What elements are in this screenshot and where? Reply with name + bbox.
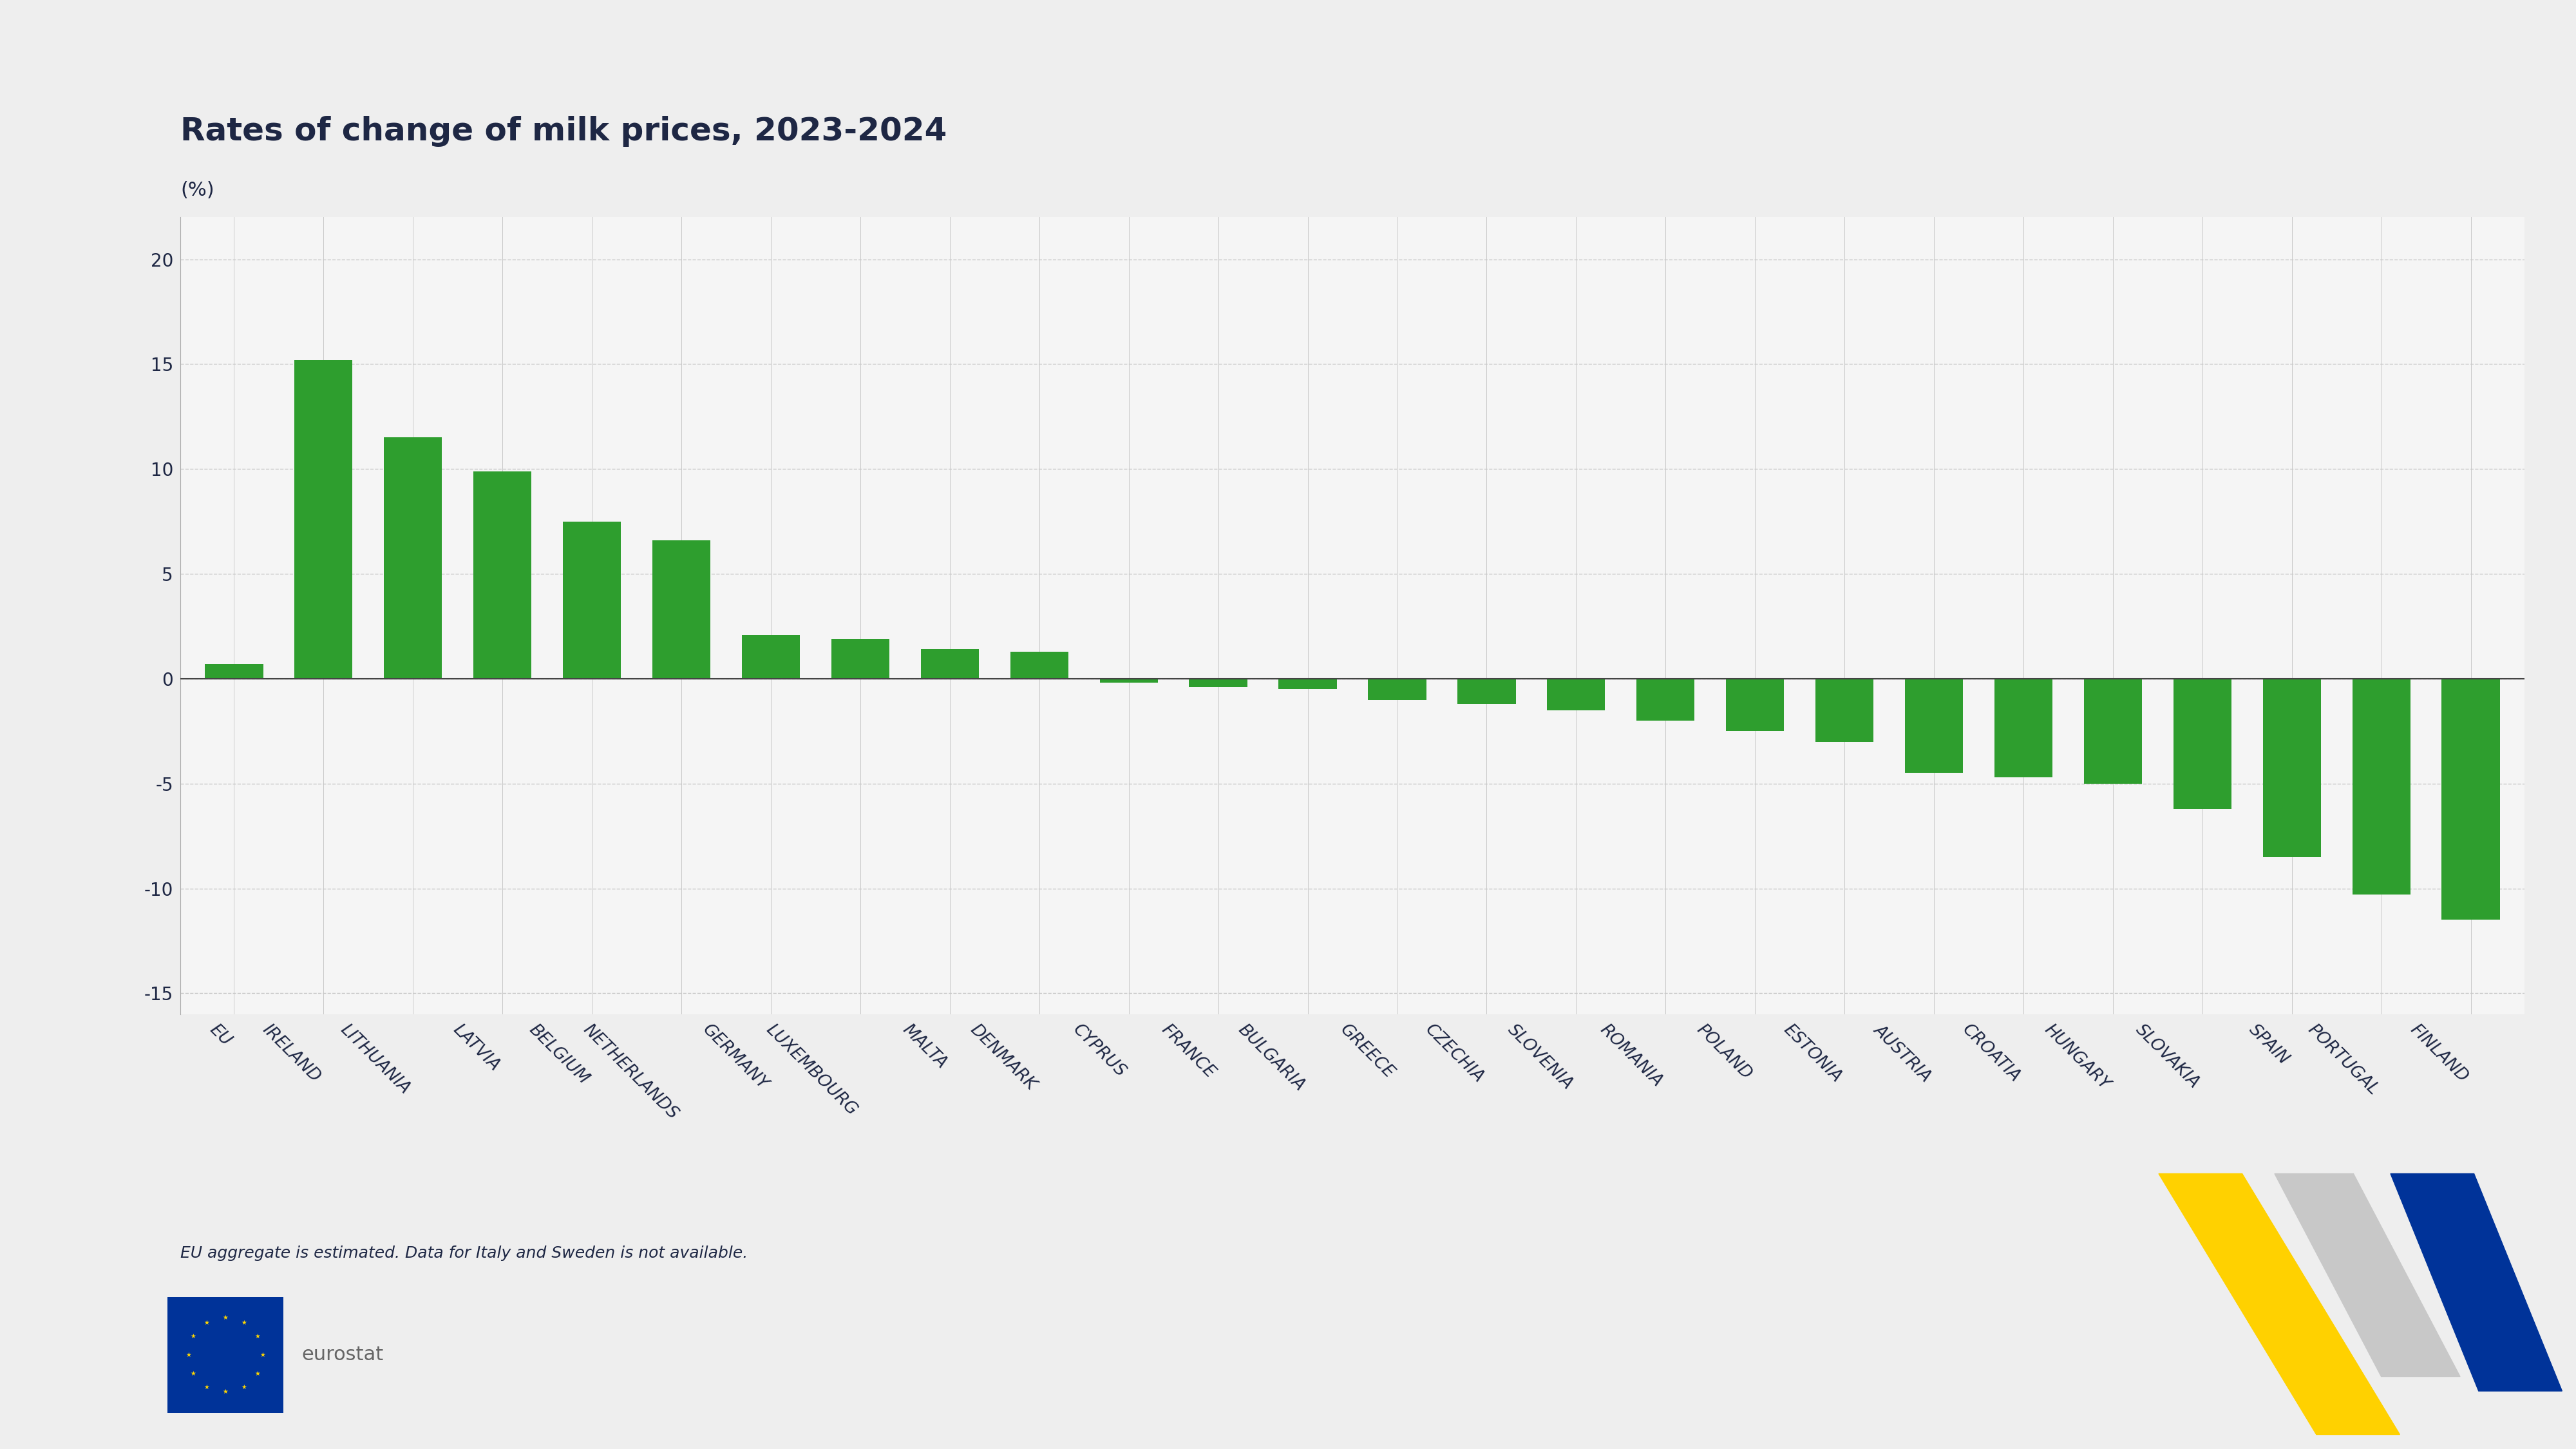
Text: ★: ★ — [204, 1384, 209, 1390]
Polygon shape — [2275, 1174, 2460, 1377]
Bar — [2174, 678, 2231, 809]
Bar — [562, 522, 621, 678]
Bar — [1010, 652, 1069, 678]
Bar — [1548, 678, 1605, 710]
Text: eurostat: eurostat — [301, 1346, 384, 1364]
Text: ★: ★ — [222, 1314, 229, 1321]
Text: (%): (%) — [180, 181, 214, 200]
Text: EU aggregate is estimated. Data for Italy and Sweden is not available.: EU aggregate is estimated. Data for Ital… — [180, 1245, 747, 1261]
Bar — [1190, 678, 1247, 687]
Bar — [206, 664, 263, 678]
Bar — [2352, 678, 2411, 894]
Bar — [832, 639, 889, 678]
Bar — [1368, 678, 1427, 700]
Polygon shape — [2391, 1174, 2563, 1391]
Bar — [2442, 678, 2499, 920]
Text: ★: ★ — [204, 1320, 209, 1326]
Bar — [1458, 678, 1515, 704]
Bar — [1816, 678, 1873, 742]
Text: ★: ★ — [191, 1371, 196, 1377]
Bar — [1726, 678, 1785, 732]
Polygon shape — [2159, 1174, 2401, 1435]
Bar — [920, 649, 979, 678]
Text: ★: ★ — [191, 1333, 196, 1339]
Bar — [384, 438, 443, 678]
Bar — [1904, 678, 1963, 774]
Text: ★: ★ — [260, 1352, 265, 1358]
Text: ★: ★ — [242, 1384, 247, 1390]
Bar — [742, 635, 801, 678]
Bar — [1994, 678, 2053, 777]
Bar — [1636, 678, 1695, 720]
Text: Rates of change of milk prices, 2023-2024: Rates of change of milk prices, 2023-202… — [180, 116, 948, 146]
Bar — [1278, 678, 1337, 690]
Text: ★: ★ — [255, 1333, 260, 1339]
Text: ★: ★ — [222, 1388, 229, 1395]
Bar — [1100, 678, 1157, 682]
Bar — [2084, 678, 2143, 784]
Text: ★: ★ — [185, 1352, 191, 1358]
Bar — [2262, 678, 2321, 856]
Bar — [294, 359, 353, 678]
Bar — [652, 540, 711, 678]
Text: ★: ★ — [255, 1371, 260, 1377]
Bar — [474, 471, 531, 678]
Text: ★: ★ — [242, 1320, 247, 1326]
